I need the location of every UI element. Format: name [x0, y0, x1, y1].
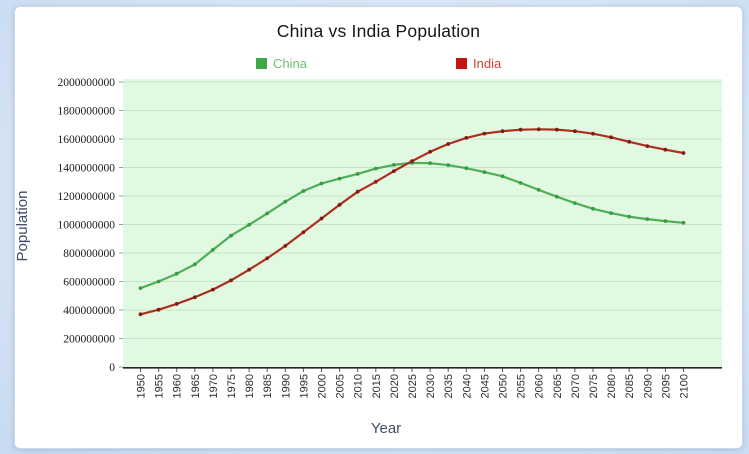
- india-legend-swatch-icon: [456, 57, 467, 69]
- legend-item-china[interactable]: China: [256, 55, 307, 71]
- india-legend-label: India: [473, 55, 502, 71]
- legend-item-india[interactable]: India: [456, 55, 502, 71]
- chart-title: China vs India Population: [276, 21, 481, 41]
- china-legend-swatch-icon: [256, 57, 267, 69]
- chart-card: China vs India Population China India Po…: [14, 6, 743, 449]
- y-axis-title: Population: [14, 190, 31, 262]
- china-legend-label: China: [273, 55, 307, 71]
- x-axis-title: Year: [370, 420, 402, 437]
